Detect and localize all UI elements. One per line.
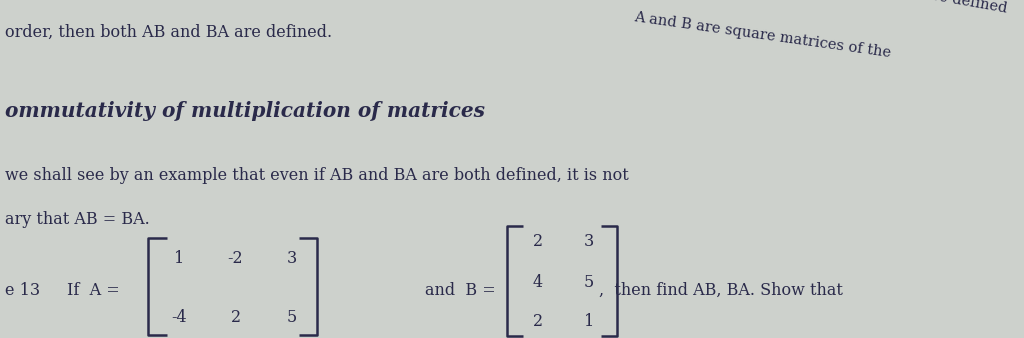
Text: we shall see by an example that even if AB and BA are both defined, it is not: we shall see by an example that even if … <box>5 167 629 184</box>
Text: 5: 5 <box>287 309 297 325</box>
Text: 2: 2 <box>532 313 543 330</box>
Text: ,  then find AB, BA. Show that: , then find AB, BA. Show that <box>599 282 843 299</box>
Text: e 13: e 13 <box>5 282 40 299</box>
Text: -4: -4 <box>171 309 187 325</box>
Text: order, then both AB and BA are defined.: order, then both AB and BA are defined. <box>5 24 332 41</box>
Text: 1: 1 <box>584 313 594 330</box>
Text: -2: -2 <box>227 250 244 267</box>
Text: 2: 2 <box>230 309 241 325</box>
Text: 3: 3 <box>287 250 297 267</box>
Text: 2: 2 <box>532 233 543 250</box>
Text: and  B =: and B = <box>425 282 496 299</box>
Text: 4: 4 <box>532 274 543 291</box>
Text: 3: 3 <box>584 233 594 250</box>
Text: ommutativity of multiplication of matrices: ommutativity of multiplication of matric… <box>5 101 485 121</box>
Text: A and B are square matrices of the: A and B are square matrices of the <box>633 10 892 60</box>
Text: 5: 5 <box>584 274 594 291</box>
Text: 1: 1 <box>174 250 184 267</box>
Text: are defined: are defined <box>923 0 1009 16</box>
Text: ary that AB = BA.: ary that AB = BA. <box>5 211 150 228</box>
Text: If  A =: If A = <box>67 282 120 299</box>
